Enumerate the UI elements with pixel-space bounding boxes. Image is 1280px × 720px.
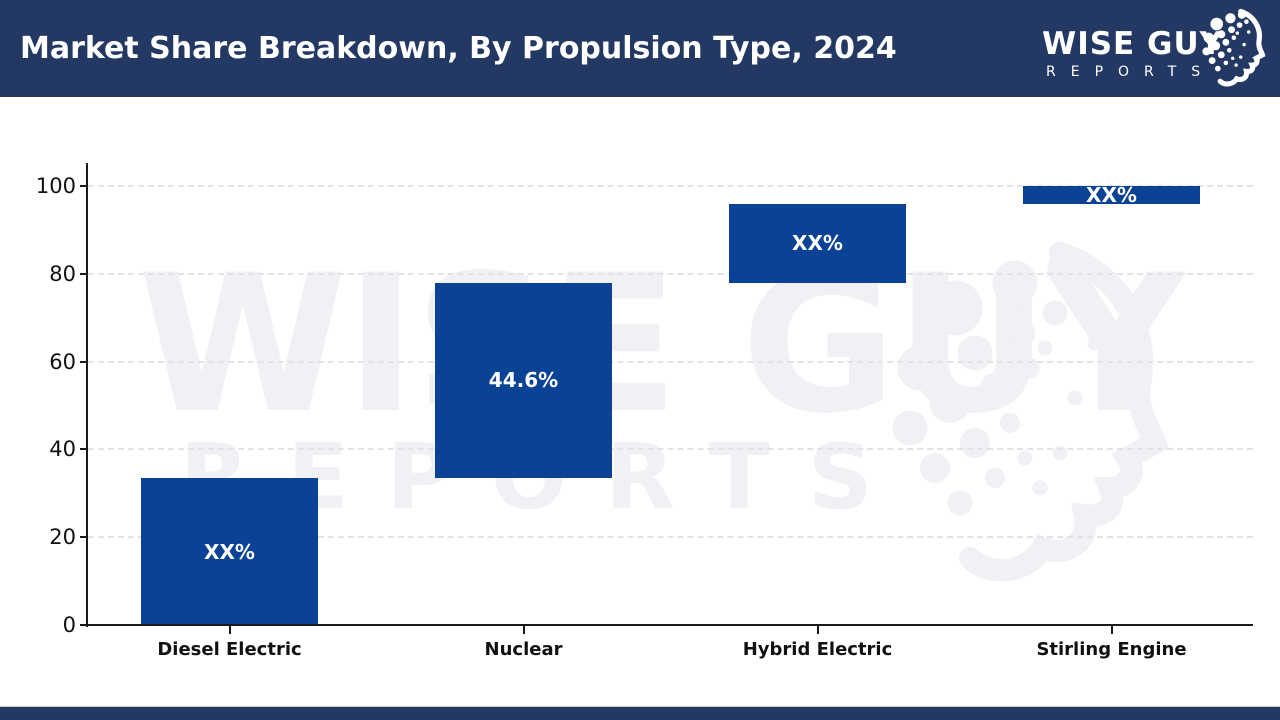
y-tick-label-60: 60: [49, 349, 76, 374]
plot-area: 0 20 40 60 80 100 XX% Diesel Electric 44.6% Nucle…: [0, 97, 1280, 707]
bar-value-label: 44.6%: [488, 368, 559, 393]
y-tick-label-20: 20: [49, 525, 76, 550]
gridline-100: [88, 185, 1253, 187]
y-tick-label-40: 40: [49, 437, 76, 462]
gridline-60: [88, 360, 1253, 363]
footer-divider: [0, 706, 1280, 707]
wise-guy-reports-logo: WISE GUY REPORTS: [1036, 6, 1266, 91]
bar-hybrid-electric: XX%: [729, 203, 906, 283]
gridline-40: [88, 448, 1253, 451]
logo-wordmark: WISE GUY: [1042, 26, 1224, 62]
x-tick-2: [522, 626, 525, 634]
y-tick-60: [80, 360, 88, 363]
y-tick-label-80: 80: [49, 261, 76, 286]
gridline-80: [88, 272, 1253, 275]
category-label-1: Diesel Electric: [157, 639, 302, 660]
x-tick-4: [1110, 626, 1113, 634]
chart-title: Market Share Breakdown, By Propulsion Ty…: [20, 31, 897, 66]
category-label-4: Stirling Engine: [1036, 639, 1187, 660]
y-tick-0: [80, 624, 88, 626]
category-label-2: Nuclear: [484, 639, 563, 660]
x-tick-3: [816, 626, 819, 634]
bar-nuclear: 44.6%: [435, 282, 612, 479]
y-tick-label-0: 0: [62, 613, 76, 637]
y-axis-line: [86, 163, 88, 627]
footer-bar: [0, 707, 1280, 720]
bar-value-label: XX%: [792, 231, 843, 256]
category-label-3: Hybrid Electric: [742, 639, 893, 660]
dotted-head-profile-icon: [1202, 8, 1266, 87]
bar-value-label: XX%: [204, 539, 255, 564]
watermark-dotted-head-icon: [892, 241, 1169, 582]
gridline-20: [88, 536, 1253, 539]
header-bar: Market Share Breakdown, By Propulsion Ty…: [0, 0, 1280, 97]
y-tick-40: [80, 448, 88, 451]
y-tick-label-100: 100: [35, 174, 76, 198]
x-tick-1: [228, 626, 231, 634]
bar-stirling-engine: XX%: [1023, 183, 1200, 207]
y-tick-20: [80, 536, 88, 539]
logo-subtext: REPORTS: [1046, 64, 1216, 80]
bar-diesel-electric: XX%: [141, 478, 318, 625]
y-tick-100: [80, 185, 88, 187]
x-axis-line: [88, 624, 1253, 626]
y-tick-80: [80, 272, 88, 275]
bar-value-label: XX%: [1086, 183, 1137, 207]
